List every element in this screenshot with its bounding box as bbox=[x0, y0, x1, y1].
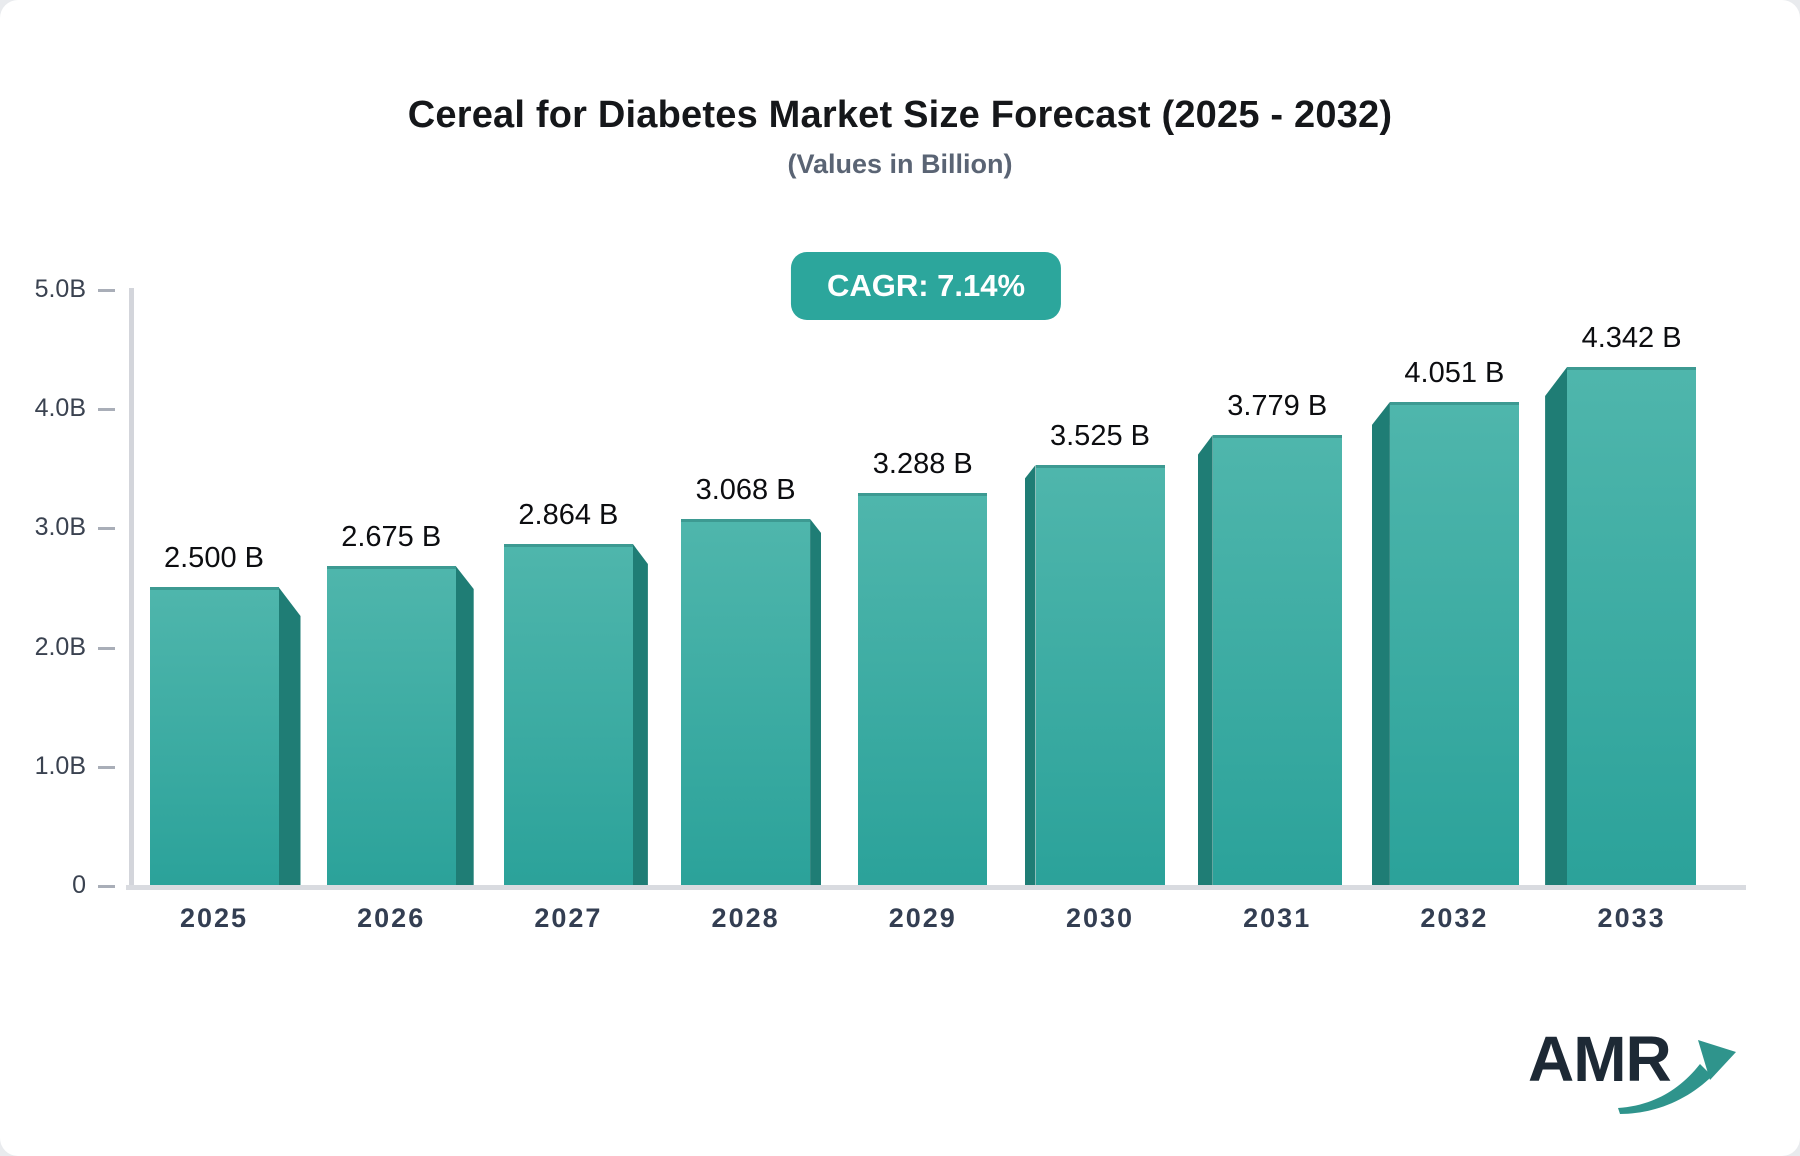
bar-2032 bbox=[1389, 402, 1519, 885]
chart-subtitle: (Values in Billion) bbox=[787, 149, 1013, 179]
bar-2027 bbox=[503, 544, 633, 885]
y-axis-tick-label: 2.0B bbox=[34, 632, 86, 661]
y-axis-tick bbox=[98, 765, 115, 769]
bar-2028 bbox=[681, 519, 811, 885]
y-axis-tick-label: 1.0B bbox=[34, 751, 86, 780]
x-axis-label: 2026 bbox=[357, 903, 426, 933]
x-axis-label: 2025 bbox=[179, 903, 249, 933]
y-axis-tick-label: 5.0B bbox=[34, 275, 86, 303]
bar-2026 bbox=[326, 566, 456, 885]
bar-2029 bbox=[858, 493, 988, 885]
bar-side-face bbox=[1024, 465, 1036, 885]
amr-logo-text: AMR bbox=[1528, 1023, 1672, 1095]
bar-side-face bbox=[1545, 367, 1568, 885]
bar-side-face bbox=[1371, 402, 1390, 885]
bar-value-label: 4.051 B bbox=[1404, 357, 1505, 389]
y-axis-tick bbox=[98, 408, 115, 412]
y-axis-tick bbox=[98, 646, 115, 650]
bar-2033 bbox=[1567, 367, 1697, 885]
y-axis-tick-label: 4.0B bbox=[34, 394, 86, 423]
amr-logo: AMR bbox=[1528, 1012, 1748, 1122]
bar-side-face bbox=[1197, 435, 1213, 885]
x-axis-label: 2028 bbox=[711, 903, 780, 933]
x-axis-label: 2031 bbox=[1243, 903, 1312, 933]
bar-value-label: 2.500 B bbox=[164, 542, 264, 574]
growth-arrow-icon bbox=[1618, 1040, 1736, 1114]
x-axis-label: 2032 bbox=[1420, 903, 1489, 933]
bar-value-label: 3.525 B bbox=[1050, 420, 1150, 452]
y-axis-tick-label: 0 bbox=[72, 871, 86, 899]
y-axis-tick bbox=[98, 527, 115, 531]
x-axis-label: 2029 bbox=[888, 903, 957, 933]
y-axis-line bbox=[129, 288, 134, 888]
bar-side-face bbox=[810, 519, 822, 885]
bar-side-face bbox=[632, 544, 648, 885]
y-axis-tick bbox=[98, 885, 115, 888]
bar-value-label: 2.864 B bbox=[518, 499, 619, 531]
bar-value-label: 4.342 B bbox=[1581, 322, 1682, 354]
y-axis-tick-label: 3.0B bbox=[34, 513, 86, 542]
bar-value-label: 3.068 B bbox=[695, 474, 796, 506]
bar-value-label: 3.779 B bbox=[1227, 390, 1328, 422]
x-axis-label: 2030 bbox=[1065, 903, 1135, 933]
bar-side-face bbox=[278, 587, 301, 885]
bar-value-label: 3.288 B bbox=[872, 448, 973, 480]
y-axis-tick bbox=[98, 289, 115, 292]
cagr-badge: CAGR: 7.14% bbox=[790, 252, 1062, 320]
bar-2031 bbox=[1212, 435, 1342, 885]
x-axis-line bbox=[126, 885, 1746, 890]
x-axis-label: 2033 bbox=[1597, 903, 1666, 933]
x-axis-label: 2027 bbox=[534, 903, 603, 933]
bar-2030 bbox=[1035, 465, 1165, 885]
bar-side-face bbox=[455, 566, 474, 885]
bar-2025 bbox=[149, 587, 279, 885]
chart-title: Cereal for Diabetes Market Size Forecast… bbox=[407, 94, 1393, 136]
bar-value-label: 2.675 B bbox=[341, 521, 442, 553]
